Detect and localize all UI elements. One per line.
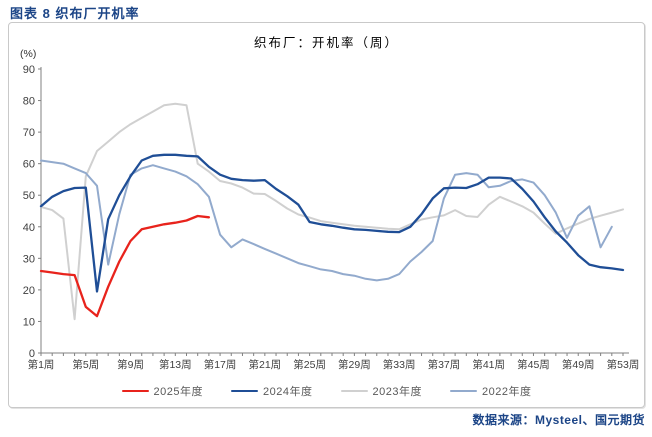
chart-legend: 2025年度 2024年度 2023年度 2022年度 (9, 383, 644, 399)
x-axis-tick-label: 第25周 (293, 358, 326, 371)
x-axis-tick-label: 第13周 (159, 358, 192, 371)
y-axis-tick-label: 70 (23, 127, 35, 139)
series-line-2023 (40, 102, 624, 321)
x-axis-tick-label: 第33周 (383, 358, 416, 371)
legend-item-2024: 2024年度 (231, 383, 312, 399)
chart-card: 织布厂：开机率（周） (%) 0 10 20 30 40 50 60 70 80 90 第1周 第5周… (8, 22, 645, 408)
data-source-note: 数据来源：Mysteel、国元期货 (472, 413, 645, 427)
y-axis-tick-label: 60 (23, 159, 35, 171)
x-axis-tick-label: 第5周 (72, 358, 99, 371)
legend-item-2023: 2023年度 (340, 383, 422, 399)
x-axis-tick-label: 第29周 (338, 358, 371, 371)
legend-label: 2024年度 (263, 386, 313, 398)
chart-title: 织布厂：开机率（周） (253, 36, 399, 50)
series-line-2025 (39, 214, 211, 318)
legend-swatch-2025 (121, 389, 149, 393)
legend-item-2025: 2025年度 (121, 383, 204, 399)
line-chart-plot: 0 10 20 30 40 50 60 70 80 90 第1周 第5周 第9周 第13周 第17周 第21周… (23, 64, 640, 371)
y-axis-tick-label: 90 (23, 64, 35, 76)
x-axis-tick-label: 第21周 (249, 358, 282, 371)
y-axis-tick-label: 50 (23, 190, 35, 202)
x-axis-tick-label: 第41周 (472, 358, 505, 371)
legend-item-2022: 2022年度 (449, 383, 532, 399)
y-axis-tick-label: 40 (23, 222, 35, 234)
series-line-2024 (39, 153, 625, 293)
y-axis-tick-label: 30 (23, 253, 35, 265)
page-title: 图表 8 织布厂开机率 (10, 6, 140, 21)
y-axis-tick-label: 0 (29, 348, 35, 360)
series-line-2022 (40, 159, 613, 282)
y-axis-unit-label: (%) (20, 48, 37, 60)
x-axis-tick-label: 第37周 (428, 358, 461, 371)
y-axis-tick-label: 10 (23, 316, 35, 328)
y-axis-tick-label: 20 (23, 285, 35, 297)
legend-label: 2025年度 (153, 386, 204, 398)
legend-swatch-2023 (340, 389, 368, 393)
x-axis-tick-label: 第9周 (117, 358, 144, 371)
x-axis-tick-label: 第45周 (517, 358, 550, 371)
x-axis-tick-label: 第53周 (607, 358, 640, 371)
x-axis-tick-label: 第49周 (562, 358, 595, 371)
legend-label: 2023年度 (372, 386, 422, 398)
x-axis-tick-label: 第17周 (204, 358, 237, 371)
x-axis-tick-label: 第1周 (28, 358, 55, 371)
legend-swatch-2024 (231, 389, 259, 393)
legend-swatch-2022 (449, 389, 477, 393)
legend-label: 2022年度 (481, 386, 532, 398)
y-axis-tick-label: 80 (23, 96, 35, 108)
